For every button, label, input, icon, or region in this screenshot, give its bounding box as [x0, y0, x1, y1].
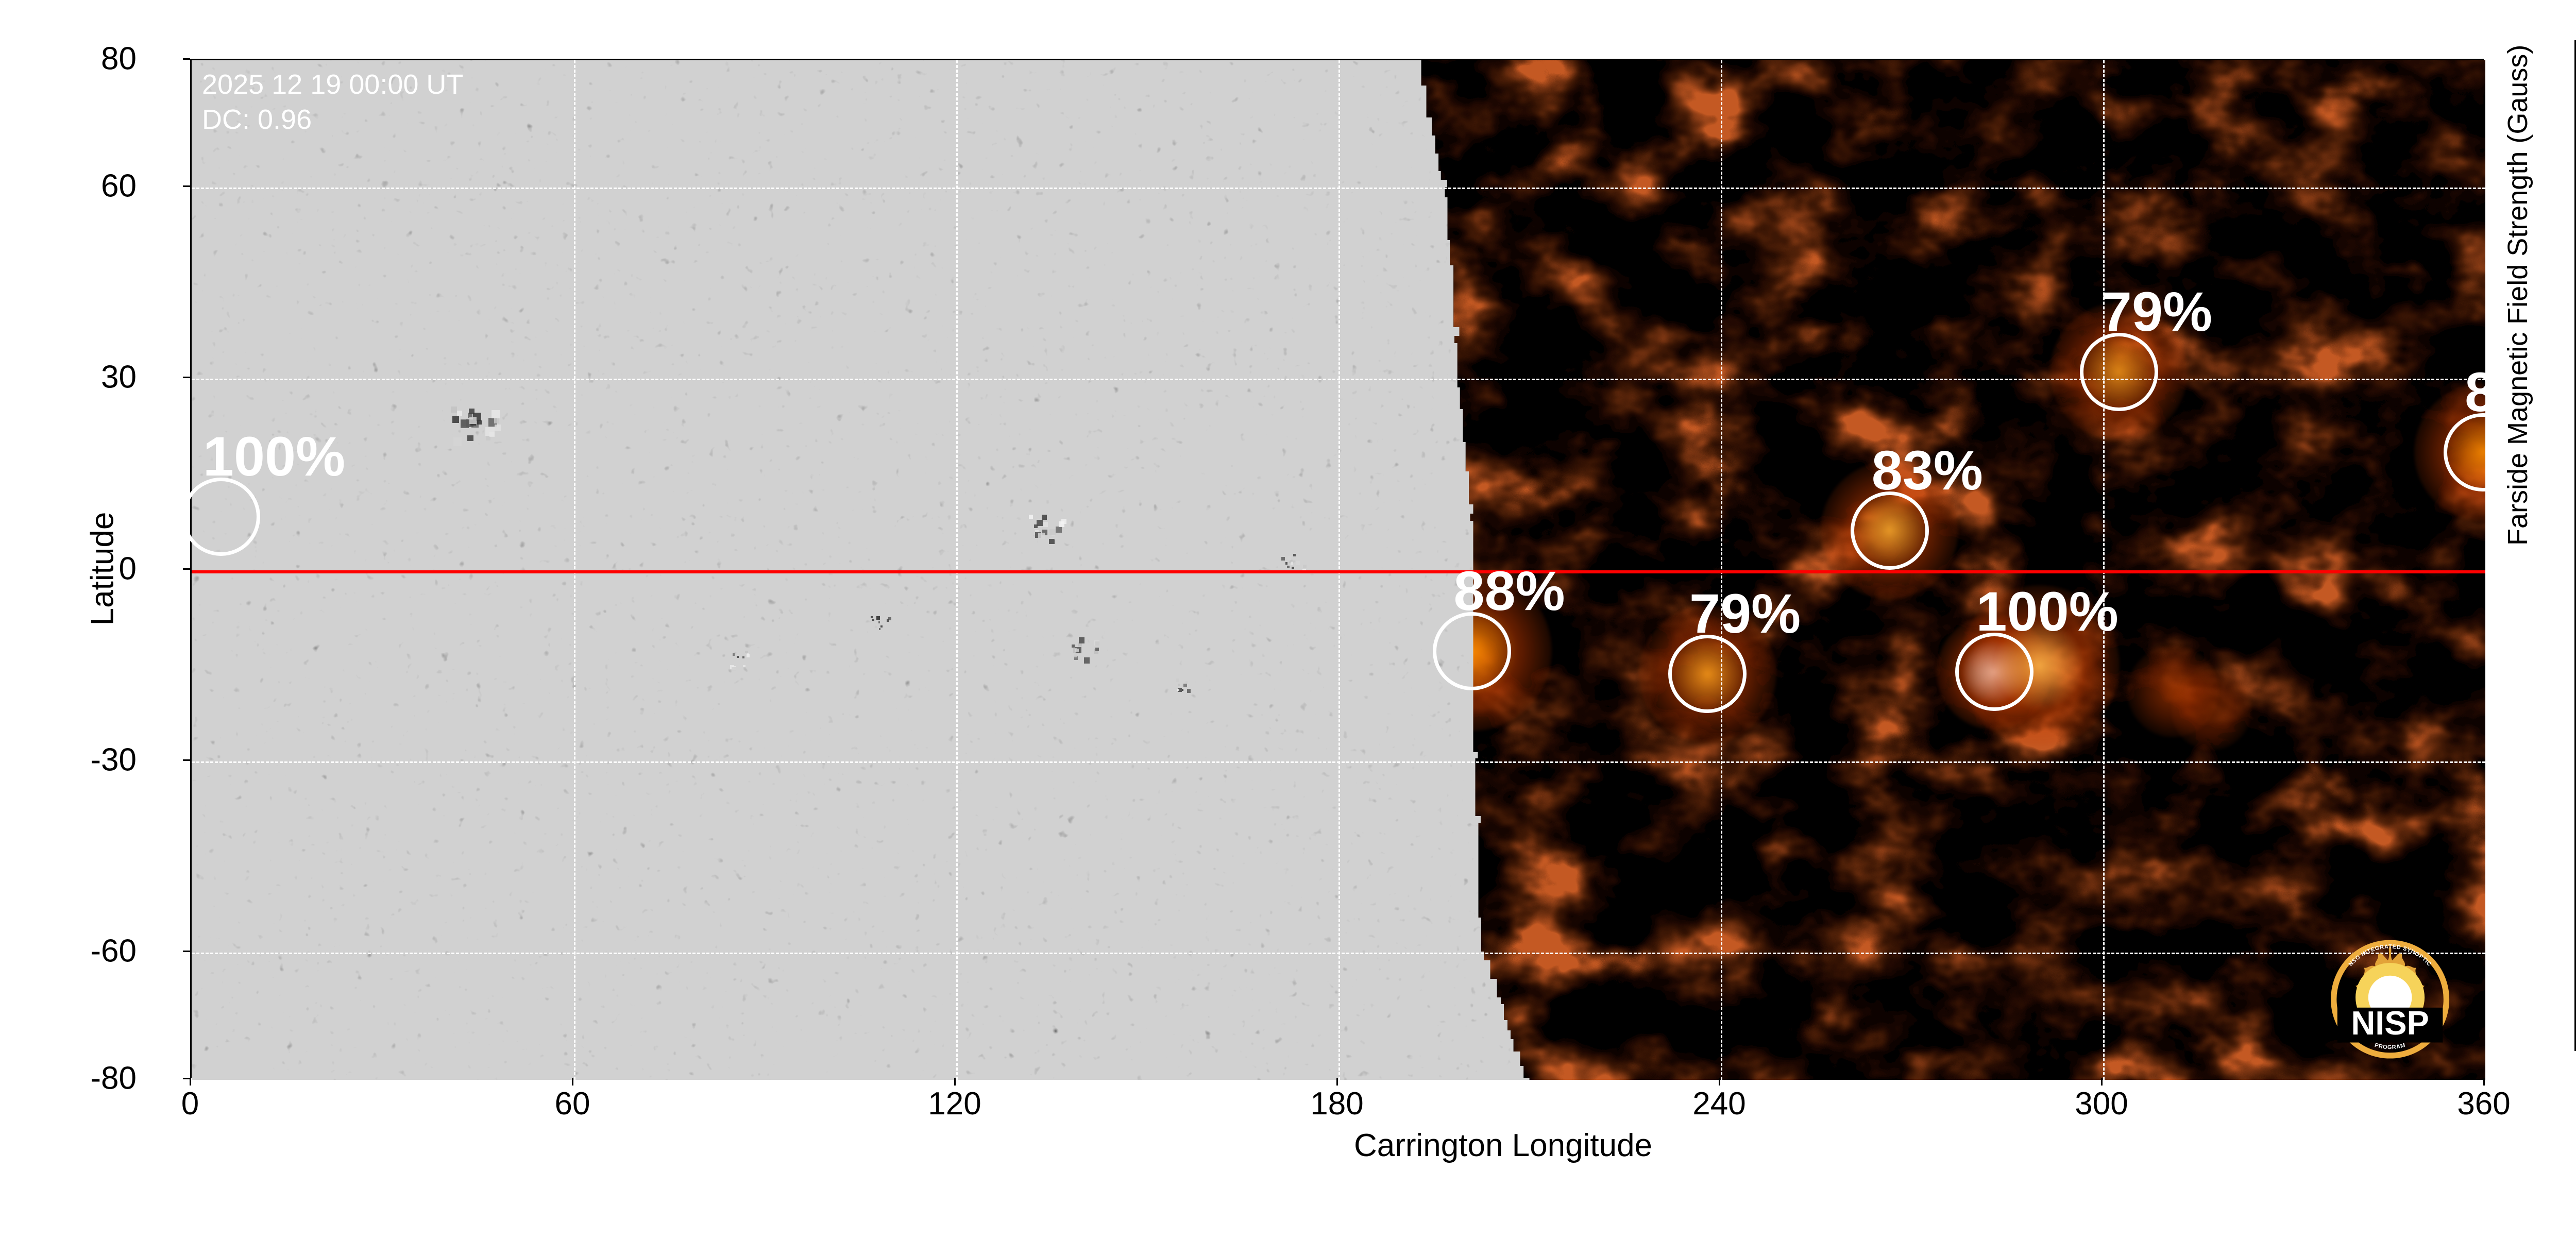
svg-text:PROGRAM: PROGRAM — [2374, 1042, 2406, 1050]
svg-text:NISP: NISP — [2351, 1004, 2429, 1042]
